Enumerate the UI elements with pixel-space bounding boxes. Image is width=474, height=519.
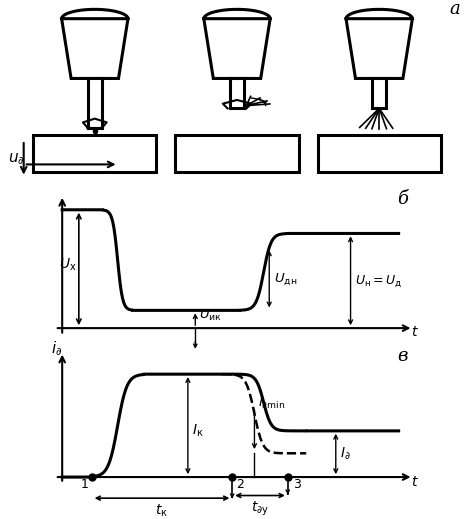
Text: $I_{\partial}$: $I_{\partial}$ bbox=[340, 446, 351, 462]
Text: $i_{\partial}$: $i_{\partial}$ bbox=[51, 340, 62, 359]
Text: $U_{\rm дн}$: $U_{\rm дн}$ bbox=[273, 271, 297, 287]
Text: $U_{\rm х}$: $U_{\rm х}$ bbox=[59, 256, 76, 272]
Text: $U_{\rm ик}$: $U_{\rm ик}$ bbox=[199, 308, 222, 323]
Text: $U_{\rm н} = U_{\rm д}$: $U_{\rm н} = U_{\rm д}$ bbox=[355, 273, 402, 289]
Text: в: в bbox=[397, 347, 408, 365]
Text: $t_{\partial\rm у}$: $t_{\partial\rm у}$ bbox=[251, 500, 269, 518]
Text: $I_{\rm к}$: $I_{\rm к}$ bbox=[192, 422, 204, 439]
Text: $t_{\rm к}$: $t_{\rm к}$ bbox=[155, 503, 169, 519]
Text: 2: 2 bbox=[236, 478, 244, 491]
Text: 3: 3 bbox=[293, 478, 301, 491]
Text: 1: 1 bbox=[81, 478, 88, 491]
Text: $t$: $t$ bbox=[411, 475, 419, 489]
Text: $I_{\partial\rm min}$: $I_{\partial\rm min}$ bbox=[258, 395, 285, 411]
Text: $u_{\partial}$: $u_{\partial}$ bbox=[8, 151, 25, 167]
Text: $t$: $t$ bbox=[411, 325, 419, 339]
Text: б: б bbox=[397, 190, 408, 209]
Text: а: а bbox=[450, 1, 460, 18]
